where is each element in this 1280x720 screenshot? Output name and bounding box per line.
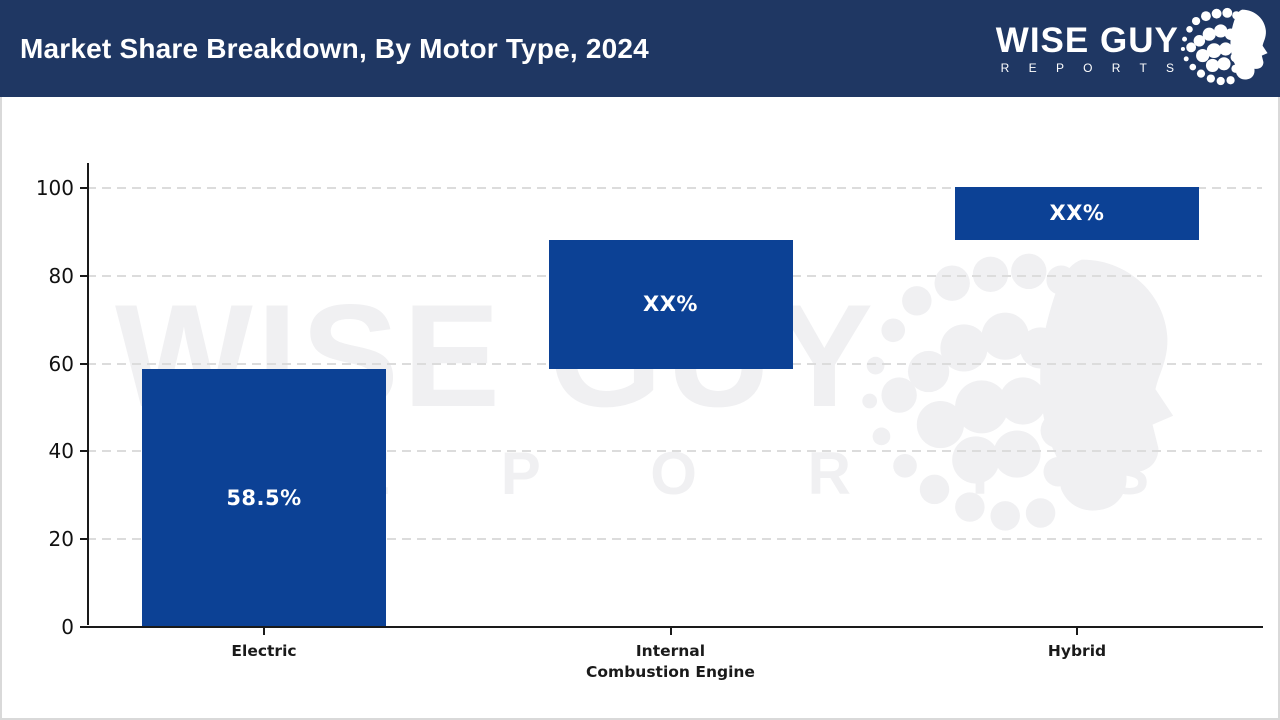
bar-internal-combustion-engine: XX% <box>548 239 793 370</box>
y-tick-mark <box>80 538 87 541</box>
y-axis-line <box>87 163 89 625</box>
bar-electric: 58.5% <box>142 369 386 626</box>
bar-hybrid: XX% <box>955 187 1199 240</box>
brand-name: WISE GUY <box>995 20 1179 60</box>
y-tick-label: 0 <box>61 615 74 639</box>
x-tick-mark <box>1076 628 1078 635</box>
brand-subname: R E P O R T S <box>1000 60 1182 75</box>
gridline <box>87 187 1262 189</box>
x-tick-mark <box>263 628 265 635</box>
plot-area: WISE GUY R E P O R T S 0 20 40 60 80 100… <box>0 97 1280 720</box>
x-axis-label-hybrid: Hybrid <box>1047 642 1107 660</box>
header-band: Market Share Breakdown, By Motor Type, 2… <box>0 0 1280 97</box>
bar-value-label: 58.5% <box>226 485 302 510</box>
x-axis-label-electric: Electric <box>231 642 297 660</box>
brand-logo: WISE GUY R E P O R T S <box>993 0 1270 97</box>
y-tick-mark <box>80 187 87 189</box>
bar-value-label: XX% <box>1049 201 1105 226</box>
x-axis-line <box>87 626 1263 628</box>
y-tick-mark <box>80 274 87 277</box>
gridline <box>87 450 1262 453</box>
y-tick-label: 60 <box>48 351 74 376</box>
page-title: Market Share Breakdown, By Motor Type, 2… <box>20 32 649 64</box>
watermark-head-icon <box>862 253 1174 531</box>
x-tick-mark <box>669 628 672 635</box>
brand-head-icon <box>1180 7 1268 85</box>
y-tick-mark <box>80 450 87 453</box>
y-tick-label: 80 <box>48 263 74 288</box>
brand-logo-text: WISE GUY R E P O R T S <box>993 20 1182 75</box>
y-tick-mark <box>80 362 87 365</box>
y-tick-label: 40 <box>48 439 74 464</box>
x-axis-label-internal-combustion-engine: Internal Combustion Engine <box>586 642 755 681</box>
bar-value-label: XX% <box>643 292 698 317</box>
y-tick-mark <box>80 626 87 628</box>
y-tick-label: 20 <box>48 527 74 552</box>
y-tick-label: 100 <box>35 176 74 200</box>
gridline <box>87 538 1262 541</box>
